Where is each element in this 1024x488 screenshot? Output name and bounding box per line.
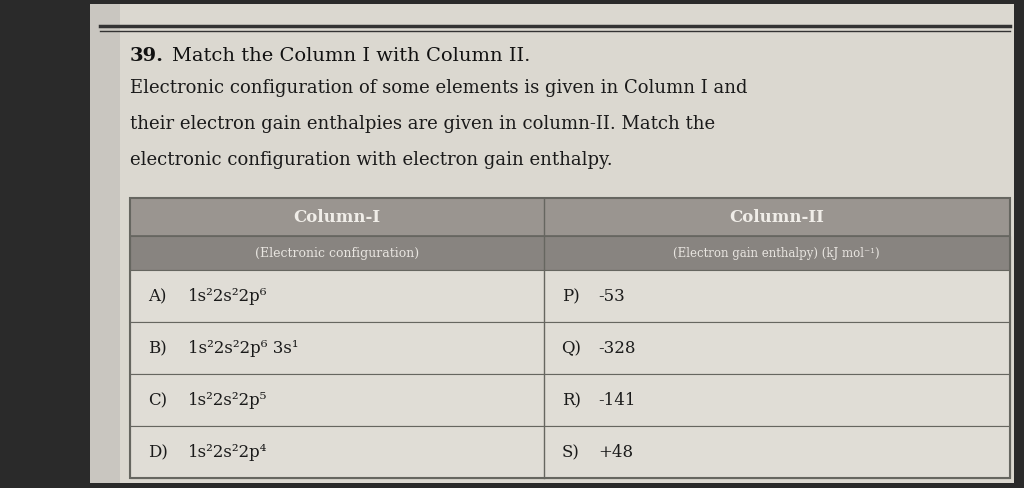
- Text: A): A): [148, 288, 167, 305]
- Text: -141: -141: [599, 392, 636, 408]
- Text: 1s²2s²2p⁶ 3s¹: 1s²2s²2p⁶ 3s¹: [188, 340, 299, 357]
- Text: 39.: 39.: [130, 47, 164, 65]
- Text: S): S): [561, 444, 580, 461]
- FancyBboxPatch shape: [90, 5, 1014, 483]
- Text: Column-I: Column-I: [293, 209, 380, 226]
- Text: their electron gain enthalpies are given in column-II. Match the: their electron gain enthalpies are given…: [130, 115, 715, 133]
- FancyBboxPatch shape: [130, 426, 1010, 478]
- Text: Match the Column I with Column II.: Match the Column I with Column II.: [172, 47, 530, 65]
- Text: C): C): [148, 392, 167, 408]
- FancyBboxPatch shape: [130, 199, 1010, 237]
- Text: (Electronic configuration): (Electronic configuration): [255, 247, 419, 260]
- Text: Electronic configuration of some elements is given in Column I and: Electronic configuration of some element…: [130, 79, 748, 97]
- FancyBboxPatch shape: [130, 237, 1010, 270]
- Text: -328: -328: [599, 340, 636, 357]
- Text: B): B): [148, 340, 167, 357]
- Text: -53: -53: [599, 288, 626, 305]
- FancyBboxPatch shape: [130, 270, 1010, 323]
- Text: Q): Q): [561, 340, 582, 357]
- FancyBboxPatch shape: [130, 323, 1010, 374]
- Text: P): P): [561, 288, 580, 305]
- Text: +48: +48: [599, 444, 634, 461]
- Text: R): R): [561, 392, 581, 408]
- FancyBboxPatch shape: [130, 374, 1010, 426]
- FancyBboxPatch shape: [90, 5, 120, 483]
- Text: Column-II: Column-II: [729, 209, 824, 226]
- Text: 1s²2s²2p⁴: 1s²2s²2p⁴: [188, 444, 267, 461]
- Text: electronic configuration with electron gain enthalpy.: electronic configuration with electron g…: [130, 151, 612, 169]
- Text: D): D): [148, 444, 168, 461]
- Text: 1s²2s²2p⁵: 1s²2s²2p⁵: [188, 392, 267, 408]
- Text: 1s²2s²2p⁶: 1s²2s²2p⁶: [188, 288, 267, 305]
- Text: (Electron gain enthalpy) (kJ mol⁻¹): (Electron gain enthalpy) (kJ mol⁻¹): [674, 247, 880, 260]
